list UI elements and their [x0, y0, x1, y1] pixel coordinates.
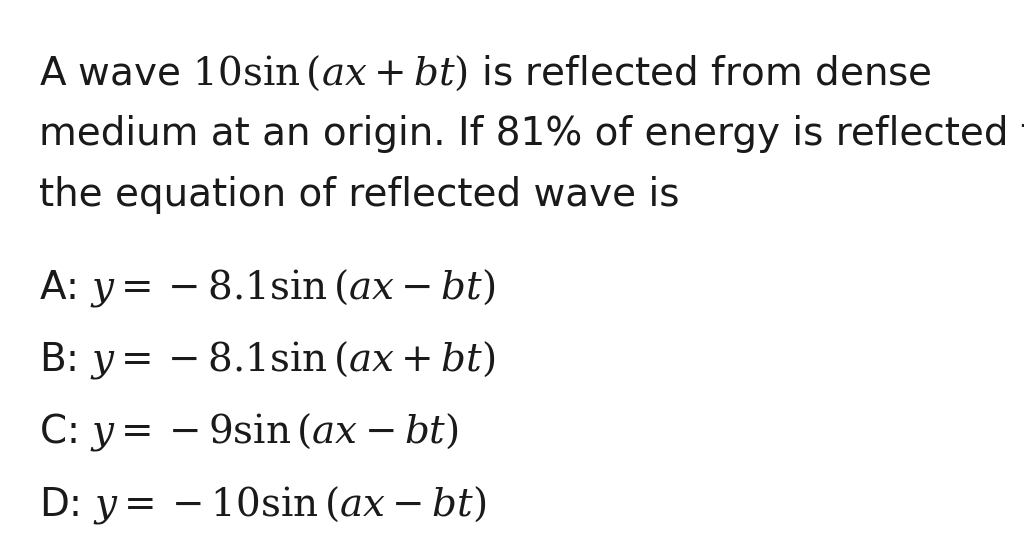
Text: B: $y = -8.1\sin\left(ax+bt\right)$: B: $y = -8.1\sin\left(ax+bt\right)$ [39, 339, 495, 381]
Text: A: $y = -8.1\sin\left(ax-bt\right)$: A: $y = -8.1\sin\left(ax-bt\right)$ [39, 267, 495, 309]
Text: C: $y = -9\sin\left(ax-bt\right)$: C: $y = -9\sin\left(ax-bt\right)$ [39, 411, 459, 453]
Text: A wave $10\sin\left(ax+bt\right)$ is reflected from dense: A wave $10\sin\left(ax+bt\right)$ is ref… [39, 53, 932, 93]
Text: medium at an origin. If 81% of energy is reflected then: medium at an origin. If 81% of energy is… [39, 115, 1024, 153]
Text: the equation of reflected wave is: the equation of reflected wave is [39, 176, 679, 214]
Text: D: $y = -10\sin\left(ax-bt\right)$: D: $y = -10\sin\left(ax-bt\right)$ [39, 483, 486, 526]
